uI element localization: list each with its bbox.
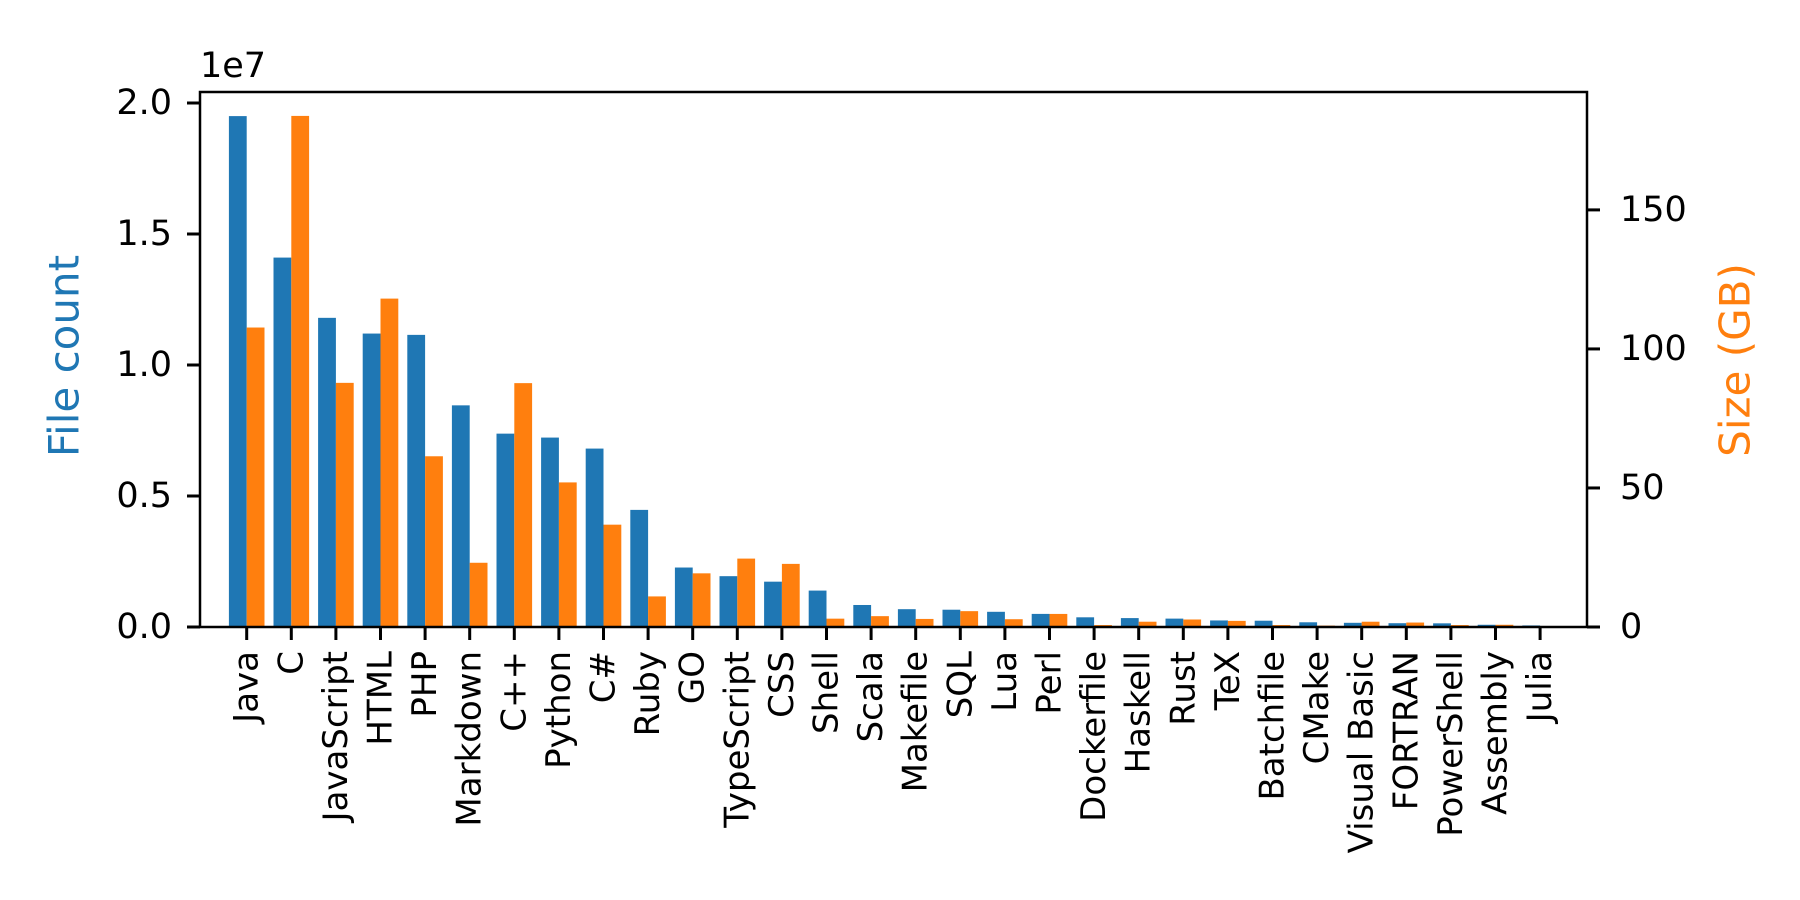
x-tick-label-shell: Shell <box>807 651 847 734</box>
bar-size-fortran <box>1406 622 1425 627</box>
bar-filecount-css <box>764 581 782 627</box>
bar-size-visual-basic <box>1361 621 1380 627</box>
plot-border <box>198 90 1589 629</box>
bar-filecount-perl <box>1031 613 1050 627</box>
right-axis-title: Size (GB) <box>1711 263 1760 457</box>
x-tick-label-julia: Julia <box>1520 651 1560 724</box>
bar-filecount-php <box>407 334 426 627</box>
left-axis-tick-label: 0.5 <box>116 476 172 516</box>
bar-filecount-ruby <box>630 509 649 627</box>
bar-size-python <box>558 482 577 627</box>
x-tick-label-markdown: Markdown <box>450 651 490 827</box>
bar-filecount-markdown <box>451 405 470 627</box>
bar-filecount-c <box>273 257 292 627</box>
bars-layer <box>228 115 1558 627</box>
bar-filecount-c <box>496 433 515 627</box>
x-tick-label-go: GO <box>673 651 713 704</box>
bar-size-makefile <box>915 618 934 627</box>
x-tick-label-ruby: Ruby <box>628 651 668 736</box>
bar-filecount-c <box>585 448 604 627</box>
bar-size-ruby <box>648 596 666 627</box>
y-axis-offset-label: 1e7 <box>200 46 266 86</box>
x-tick-label-c: C# <box>584 651 624 703</box>
x-tick-label-haskell: Haskell <box>1119 651 1159 773</box>
bar-size-c <box>291 115 310 627</box>
bar-size-go <box>692 573 711 627</box>
bar-size-scala <box>871 616 889 627</box>
left-axis-tick-label: 1.0 <box>116 345 172 385</box>
bar-size-javascript <box>335 382 354 627</box>
bar-size-java <box>246 327 265 627</box>
bar-size-css <box>781 563 800 627</box>
right-axis-tick-label: 150 <box>1620 190 1687 230</box>
bar-filecount-scala <box>853 604 872 627</box>
x-tick-label-html: HTML <box>361 651 401 746</box>
bar-filecount-python <box>541 437 559 627</box>
x-tick-label-perl: Perl <box>1030 651 1070 715</box>
bar-filecount-tex <box>1210 620 1228 627</box>
bar-size-shell <box>826 618 845 627</box>
bar-filecount-html <box>362 333 381 627</box>
bar-size-sql <box>960 611 979 627</box>
x-tick-label-java: Java <box>227 651 267 725</box>
x-tick-label-c: C <box>271 651 311 675</box>
bar-filecount-go <box>674 567 693 627</box>
bar-size-tex <box>1227 620 1246 627</box>
bar-size-c <box>603 524 622 627</box>
x-tick-label-powershell: PowerShell <box>1431 651 1471 837</box>
bar-filecount-makefile <box>897 609 916 627</box>
x-tick-label-lua: Lua <box>985 651 1025 712</box>
x-tick-label-cmake: CMake <box>1297 651 1337 764</box>
bar-size-rust <box>1183 619 1202 627</box>
bar-size-c <box>514 383 533 627</box>
right-axis-tick-label: 0 <box>1620 607 1642 647</box>
bar-filecount-batchfile <box>1254 620 1273 627</box>
bar-size-php <box>425 456 443 627</box>
bar-size-lua <box>1004 619 1023 627</box>
x-tick-label-tex: TeX <box>1208 651 1248 711</box>
bar-filecount-typescript <box>719 576 738 627</box>
x-tick-label-batchfile: Batchfile <box>1253 651 1293 801</box>
x-tick-label-rust: Rust <box>1163 651 1203 726</box>
x-tick-label-typescript: TypeScript <box>717 651 757 829</box>
x-tick-label-dockerfile: Dockerfile <box>1074 651 1114 822</box>
left-axis-tick-label: 0.0 <box>116 607 172 647</box>
bar-filecount-dockerfile <box>1076 617 1095 627</box>
left-axis-tick-label: 2.0 <box>116 83 172 123</box>
left-axis-tick-label: 1.5 <box>116 214 172 254</box>
bar-filecount-visual-basic <box>1343 622 1362 627</box>
bar-filecount-shell <box>808 590 827 627</box>
bar-filecount-java <box>228 116 247 627</box>
bar-size-markdown <box>469 562 488 627</box>
bar-filecount-sql <box>942 609 961 627</box>
x-tick-label-sql: SQL <box>940 651 980 718</box>
bar-filecount-lua <box>987 611 1005 627</box>
bar-filecount-fortran <box>1388 623 1407 627</box>
bar-size-perl <box>1049 613 1068 627</box>
x-tick-label-fortran: FORTRAN <box>1386 651 1426 810</box>
x-tick-label-javascript: JavaScript <box>316 651 356 823</box>
bar-filecount-cmake <box>1299 622 1318 627</box>
left-axis-title: File count <box>40 255 89 457</box>
bar-filecount-javascript <box>318 317 336 627</box>
bar-size-haskell <box>1138 621 1157 627</box>
x-tick-label-css: CSS <box>762 651 802 718</box>
x-tick-label-visual-basic: Visual Basic <box>1342 651 1382 853</box>
bar-filecount-powershell <box>1433 623 1451 627</box>
x-tick-label-assembly: Assembly <box>1476 651 1516 815</box>
right-axis-tick-label: 50 <box>1620 468 1665 508</box>
bar-size-typescript <box>737 558 756 627</box>
x-tick-label-php: PHP <box>405 651 445 718</box>
bar-filecount-rust <box>1165 618 1184 627</box>
right-axis-tick-label: 100 <box>1620 329 1687 369</box>
bar-filecount-haskell <box>1120 618 1139 627</box>
x-tick-label-c: C++ <box>494 651 534 732</box>
x-tick-label-makefile: Makefile <box>896 651 936 792</box>
bar-size-html <box>380 298 399 627</box>
x-tick-label-python: Python <box>539 651 579 769</box>
x-tick-label-scala: Scala <box>851 651 891 742</box>
